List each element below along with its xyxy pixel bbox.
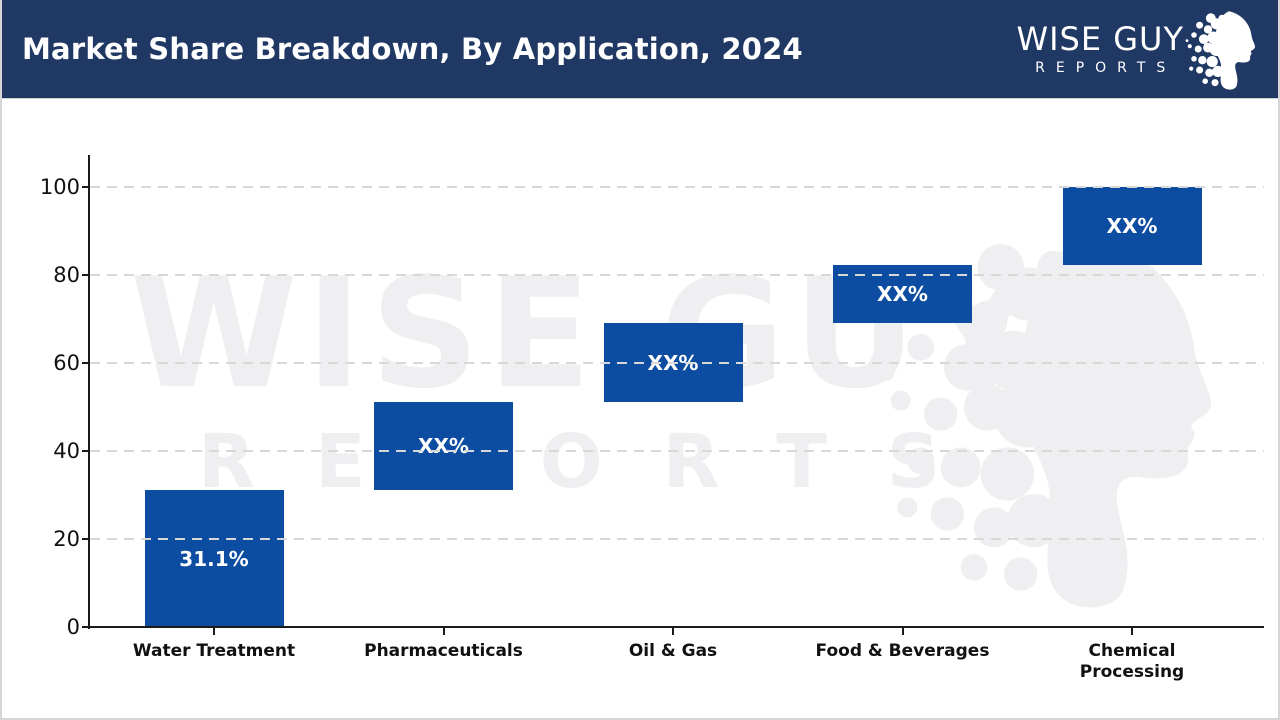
y-tick-40 [82, 450, 90, 452]
x-category-label-chemical-processing: Chemical Processing [1079, 641, 1185, 682]
x-tick-oil-gas [672, 627, 674, 635]
watermark-subtext: REPORTS [198, 419, 1001, 505]
bar-pharmaceuticals: XX% [374, 402, 513, 491]
bar-value-label-water-treatment: 31.1% [179, 546, 249, 571]
bar-value-label-pharmaceuticals: XX% [418, 434, 469, 459]
bar-value-label-chemical-processing: XX% [1106, 213, 1158, 238]
y-tick-label-40: 40 [53, 439, 80, 463]
y-tick-60 [82, 362, 90, 364]
gridline-20 [90, 538, 1264, 540]
x-tick-food-beverages [901, 627, 904, 635]
x-tick-pharmaceuticals [442, 627, 445, 635]
y-tick-80 [82, 274, 90, 276]
y-tick-label-20: 20 [53, 527, 80, 551]
x-axis-line [88, 626, 1264, 628]
x-tick-chemical-processing [1131, 627, 1133, 635]
y-tick-label-60: 60 [53, 351, 80, 375]
x-category-label-oil-gas: Oil & Gas [628, 641, 718, 661]
x-category-label-pharmaceuticals: Pharmaceuticals [364, 641, 523, 661]
y-tick-label-80: 80 [53, 263, 80, 287]
gridline-40 [90, 450, 1264, 452]
y-axis-line [88, 155, 90, 629]
y-tick-100 [82, 186, 90, 188]
x-category-label-food-beverages: Food & Beverages [815, 641, 990, 661]
gridline-80 [90, 274, 1264, 276]
y-tick-20 [82, 538, 90, 540]
y-tick-label-100: 100 [39, 175, 80, 199]
y-tick-label-0: 0 [66, 615, 80, 639]
bar-chemical-processing: XX% [1062, 187, 1202, 265]
brand-name: WISE GUY [1016, 20, 1184, 58]
y-tick-0 [82, 626, 90, 628]
brand-logo: WISE GUY REPORTS [1016, 7, 1264, 91]
page-title: Market Share Breakdown, By Application, … [22, 32, 803, 66]
brand-subtitle: REPORTS [1035, 60, 1177, 76]
bar-value-label-food-beverages: XX% [877, 281, 928, 306]
gridline-60 [90, 362, 1264, 364]
brand-head-icon [1185, 11, 1255, 90]
bar-water-treatment: 31.1% [144, 490, 284, 627]
x-tick-water-treatment [213, 627, 215, 635]
x-category-label-water-treatment: Water Treatment [132, 641, 296, 661]
brand-logo-text: WISE GUY REPORTS [1016, 23, 1184, 75]
header-bar: Market Share Breakdown, By Application, … [2, 0, 1278, 99]
gridline-100 [90, 186, 1264, 188]
